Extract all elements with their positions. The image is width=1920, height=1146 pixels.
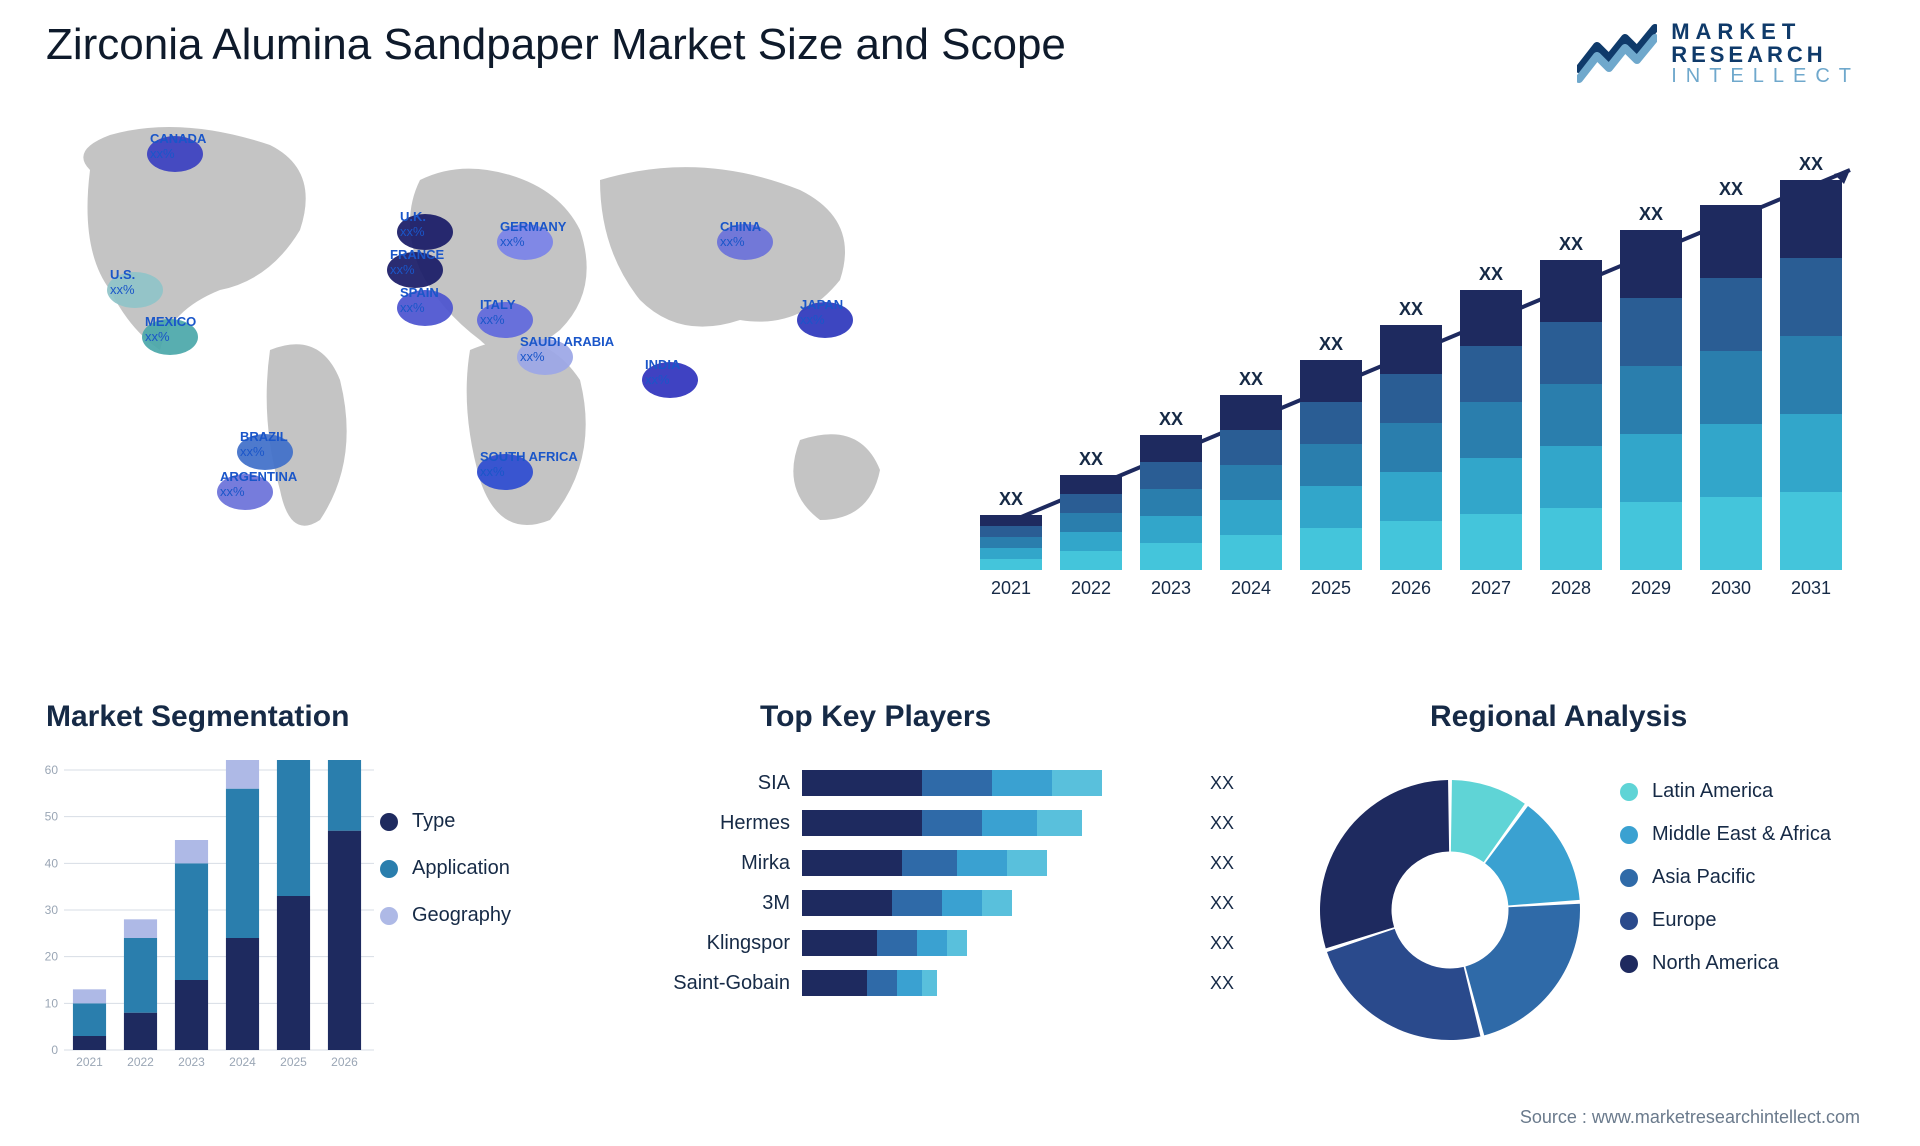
svg-text:2023: 2023	[178, 1055, 205, 1069]
logo-mark-icon	[1577, 24, 1657, 84]
player-bar	[802, 810, 1198, 836]
svg-text:50: 50	[45, 810, 59, 824]
svg-text:2027: 2027	[1471, 578, 1511, 598]
regional-legend: Latin America Middle East & Africa Asia Pa…	[1620, 780, 1831, 995]
player-row: Saint-Gobain XX	[640, 970, 1260, 996]
regional-donut	[1300, 760, 1600, 1060]
svg-text:2021: 2021	[76, 1055, 103, 1069]
svg-text:XX: XX	[1079, 449, 1103, 469]
svg-text:2031: 2031	[1791, 578, 1831, 598]
player-name: Klingspor	[640, 932, 790, 955]
segmentation-legend: Type Application Geography	[380, 810, 511, 951]
svg-text:40: 40	[45, 856, 59, 870]
legend-item: Middle East & Africa	[1620, 823, 1831, 846]
svg-text:0: 0	[51, 1043, 58, 1057]
logo-text-1: MARKET	[1671, 20, 1860, 43]
svg-text:XX: XX	[1319, 334, 1343, 354]
legend-item: Asia Pacific	[1620, 866, 1831, 889]
svg-text:XX: XX	[1159, 409, 1183, 429]
market-growth-chart: XX 2021 XX 2022 XX 2023 XX 2024 XX 2025 XX 2026 XX 20…	[960, 150, 1860, 620]
player-bar	[802, 770, 1198, 796]
player-bar	[802, 930, 1198, 956]
svg-text:XX: XX	[1239, 369, 1263, 389]
legend-item: Type	[380, 810, 511, 833]
player-name: Hermes	[640, 812, 790, 835]
legend-item: Latin America	[1620, 780, 1831, 803]
svg-text:2022: 2022	[1071, 578, 1111, 598]
player-name: SIA	[640, 772, 790, 795]
svg-text:XX: XX	[1399, 299, 1423, 319]
svg-text:XX: XX	[1559, 234, 1583, 254]
legend-item: North America	[1620, 952, 1831, 975]
legend-item: Application	[380, 857, 511, 880]
logo-text-3: INTELLECT	[1671, 66, 1860, 87]
player-row: Hermes XX	[640, 810, 1260, 836]
players-heading: Top Key Players	[760, 700, 991, 734]
svg-text:XX: XX	[1639, 204, 1663, 224]
svg-text:60: 60	[45, 763, 59, 777]
player-value: XX	[1210, 773, 1260, 794]
svg-text:2030: 2030	[1711, 578, 1751, 598]
segmentation-chart: 0 10 20 30 40 50 60 2021 2022 2023 2024 2025 2026	[30, 760, 380, 1080]
svg-text:2028: 2028	[1551, 578, 1591, 598]
svg-text:2026: 2026	[331, 1055, 358, 1069]
source-line: Source : www.marketresearchintellect.com	[1520, 1107, 1860, 1128]
player-name: Mirka	[640, 852, 790, 875]
svg-text:2024: 2024	[229, 1055, 256, 1069]
player-bar	[802, 970, 1198, 996]
world-map: CANADAxx%U.S.xx%MEXICOxx%BRAZILxx%ARGENT…	[40, 120, 900, 550]
svg-text:2024: 2024	[1231, 578, 1271, 598]
player-bar	[802, 850, 1198, 876]
player-bar	[802, 890, 1198, 916]
svg-text:XX: XX	[999, 489, 1023, 509]
logo-text-2: RESEARCH	[1671, 43, 1860, 66]
player-row: Mirka XX	[640, 850, 1260, 876]
svg-text:2029: 2029	[1631, 578, 1671, 598]
legend-item: Geography	[380, 904, 511, 927]
segmentation-heading: Market Segmentation	[46, 700, 349, 734]
svg-text:2021: 2021	[991, 578, 1031, 598]
player-value: XX	[1210, 853, 1260, 874]
svg-text:XX: XX	[1719, 179, 1743, 199]
player-value: XX	[1210, 933, 1260, 954]
player-name: Saint-Gobain	[640, 972, 790, 995]
svg-text:10: 10	[45, 996, 59, 1010]
legend-item: Europe	[1620, 909, 1831, 932]
players-chart: SIAXXHermesXXMirkaXX3MXXKlingsporXXSaint…	[640, 770, 1260, 1010]
svg-text:30: 30	[45, 903, 59, 917]
svg-text:XX: XX	[1479, 264, 1503, 284]
svg-text:2025: 2025	[280, 1055, 307, 1069]
player-value: XX	[1210, 973, 1260, 994]
svg-text:2023: 2023	[1151, 578, 1191, 598]
player-name: 3M	[640, 892, 790, 915]
page-title: Zirconia Alumina Sandpaper Market Size a…	[46, 20, 1066, 70]
regional-heading: Regional Analysis	[1430, 700, 1687, 734]
svg-text:2026: 2026	[1391, 578, 1431, 598]
svg-text:2025: 2025	[1311, 578, 1351, 598]
svg-text:20: 20	[45, 950, 59, 964]
player-row: Klingspor XX	[640, 930, 1260, 956]
player-row: SIA XX	[640, 770, 1260, 796]
player-value: XX	[1210, 893, 1260, 914]
svg-text:2022: 2022	[127, 1055, 154, 1069]
player-value: XX	[1210, 813, 1260, 834]
svg-text:XX: XX	[1799, 154, 1823, 174]
player-row: 3M XX	[640, 890, 1260, 916]
brand-logo: MARKET RESEARCH INTELLECT	[1577, 20, 1860, 87]
